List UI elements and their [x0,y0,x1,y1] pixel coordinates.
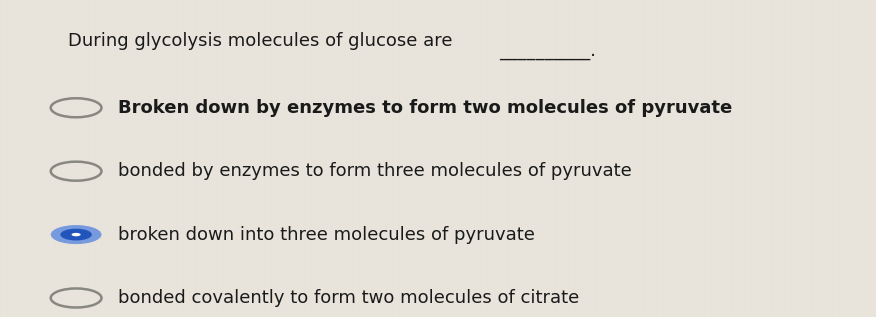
Text: broken down into three molecules of pyruvate: broken down into three molecules of pyru… [118,226,535,243]
Text: bonded covalently to form two molecules of citrate: bonded covalently to form two molecules … [118,289,580,307]
Circle shape [72,233,81,236]
Circle shape [60,229,92,241]
Circle shape [51,225,102,244]
Text: During glycolysis molecules of glucose are: During glycolysis molecules of glucose a… [67,32,458,50]
Text: Broken down by enzymes to form two molecules of pyruvate: Broken down by enzymes to form two molec… [118,99,732,117]
Text: bonded by enzymes to form three molecules of pyruvate: bonded by enzymes to form three molecule… [118,162,632,180]
Text: __________.: __________. [499,42,596,60]
